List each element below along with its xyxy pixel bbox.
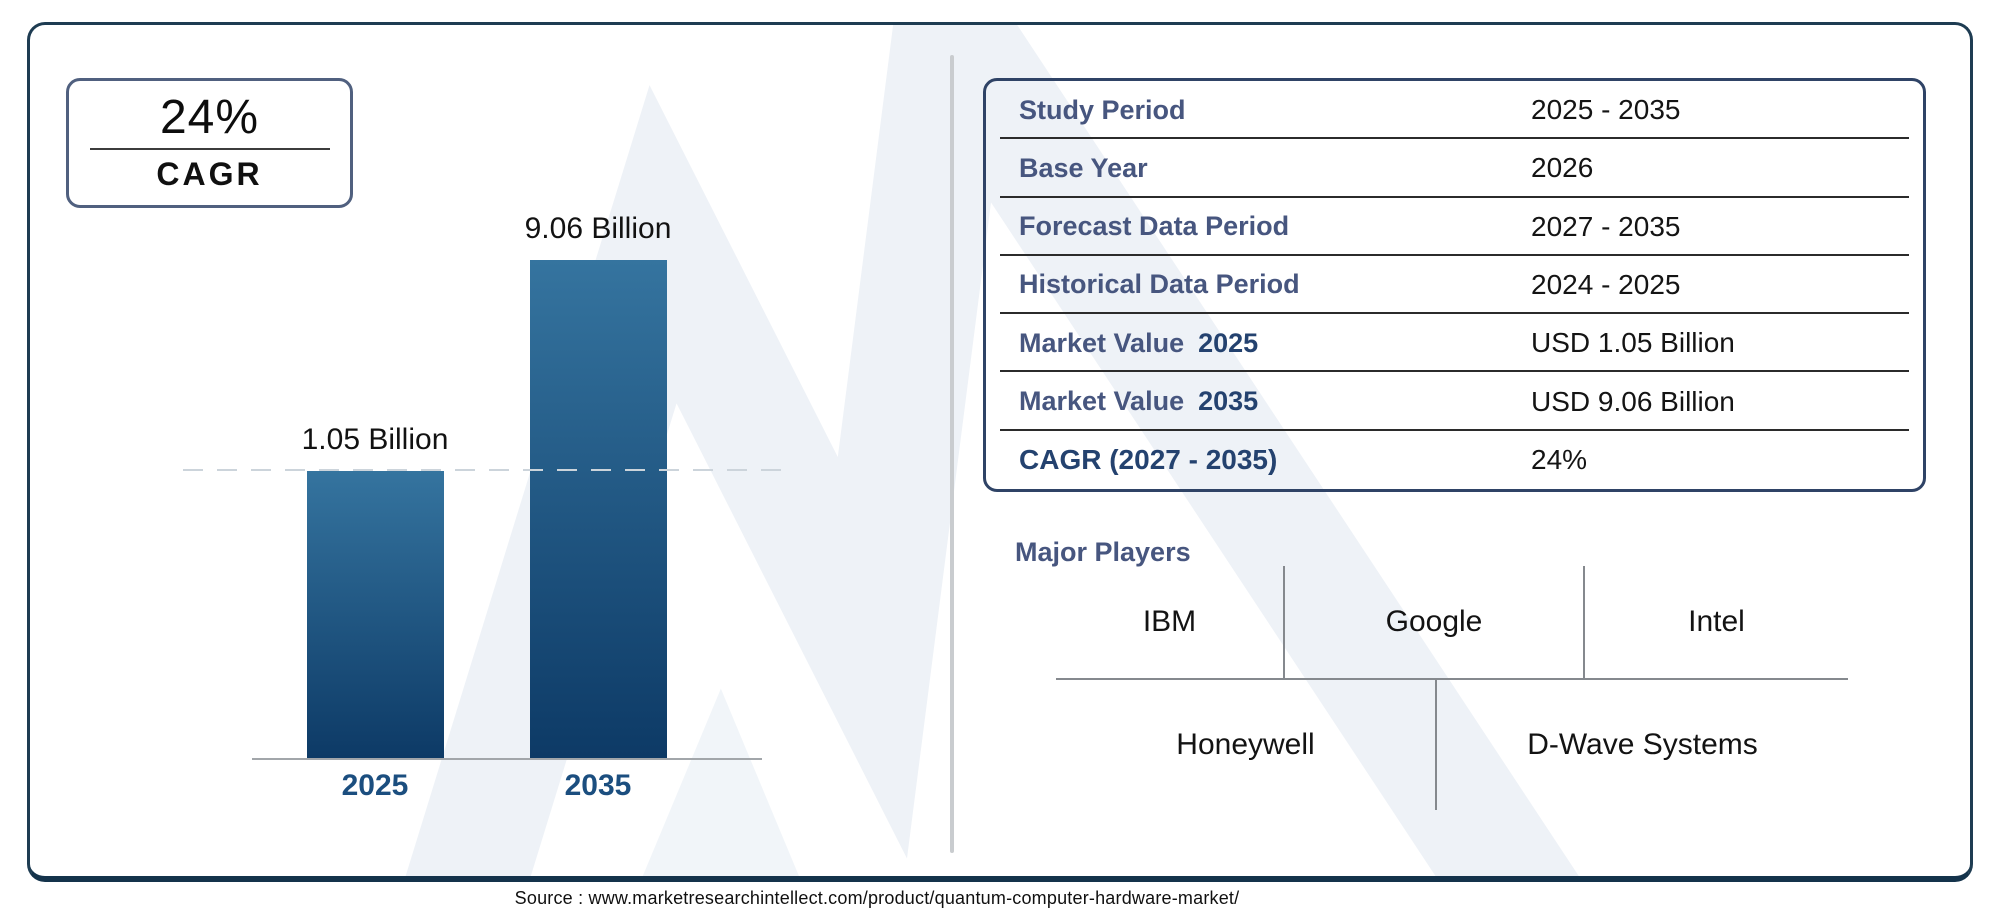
row-label: Study Period — [1019, 94, 1186, 125]
row-value: 2026 — [1531, 152, 1594, 184]
section-divider — [950, 55, 954, 853]
source-text: Source : www.marketresearchintellect.com… — [514, 888, 1240, 908]
table-row: Study Period 2025 - 2035 — [986, 81, 1923, 140]
table-row: Market Value 2025 USD 1.05 Billion — [986, 314, 1923, 373]
info-table: Study Period 2025 - 2035 Base Year 2026 Fore… — [983, 78, 1926, 492]
row-value: 2024 - 2025 — [1531, 268, 1681, 300]
cagr-badge: 24% CAGR — [66, 78, 353, 208]
row-value: 2025 - 2035 — [1531, 94, 1681, 126]
player-ibm: IBM — [1056, 566, 1285, 678]
table-row: Market Value 2035 USD 9.06 Billion — [986, 372, 1923, 431]
row-divider — [1000, 312, 1909, 315]
row-divider — [1000, 195, 1909, 198]
x-tick-2025: 2025 — [341, 769, 409, 802]
bar-value-label-2025: 1.05 Billion — [301, 423, 449, 456]
cagr-label: CAGR — [156, 155, 263, 192]
bar-2025 — [307, 471, 444, 758]
reference-dashed-line — [183, 469, 795, 471]
player-intel: Intel — [1688, 605, 1745, 638]
row-value: USD 9.06 Billion — [1531, 385, 1735, 417]
player-honeywell: Honeywell — [1056, 680, 1437, 810]
row-label-year: 2035 — [1198, 386, 1259, 417]
table-row: Base Year 2026 — [986, 139, 1923, 198]
row-divider — [1000, 428, 1909, 431]
row-value: 24% — [1531, 443, 1588, 475]
players-row: IBM Google Intel — [1056, 566, 1848, 680]
bar-value-label-2035: 9.06 Billion — [524, 212, 672, 245]
major-players-heading: Major Players — [1015, 537, 1191, 567]
x-tick-2035: 2035 — [564, 769, 632, 802]
table-row: Historical Data Period 2024 - 2025 — [986, 256, 1923, 315]
cagr-value: 24% — [159, 91, 260, 145]
table-row: Forecast Data Period 2027 - 2035 — [986, 198, 1923, 256]
row-label: Base Year — [1019, 152, 1148, 183]
row-divider — [1000, 137, 1909, 140]
player-google: Google — [1285, 566, 1585, 678]
players-row: Honeywell D-Wave Systems — [1056, 680, 1848, 810]
table-row: CAGR (2027 - 2035) 24% — [986, 431, 1923, 489]
row-value: 2027 - 2035 — [1531, 210, 1681, 242]
row-divider — [1000, 370, 1909, 373]
row-label: Market Value 2035 — [1019, 386, 1259, 417]
badge-divider-line — [89, 147, 330, 150]
row-label: CAGR (2027 - 2035) — [1019, 443, 1278, 475]
major-players-grid: IBM Google Intel Honeywell D-Wave Systems — [1056, 566, 1848, 810]
row-label-year: 2025 — [1198, 327, 1259, 358]
row-value: USD 1.05 Billion — [1531, 327, 1735, 359]
bar-2035 — [530, 260, 667, 758]
x-axis-line — [252, 758, 762, 760]
row-label: Forecast Data Period — [1019, 211, 1290, 242]
row-divider — [1000, 253, 1909, 256]
outer-frame: 24% CAGR 1.05 Billion 9.06 Billion 2025 … — [27, 22, 1973, 882]
player-d-wave-systems: D-Wave Systems — [1527, 728, 1758, 761]
row-label: Market Value 2025 — [1019, 327, 1259, 358]
row-label: Historical Data Period — [1019, 269, 1300, 300]
